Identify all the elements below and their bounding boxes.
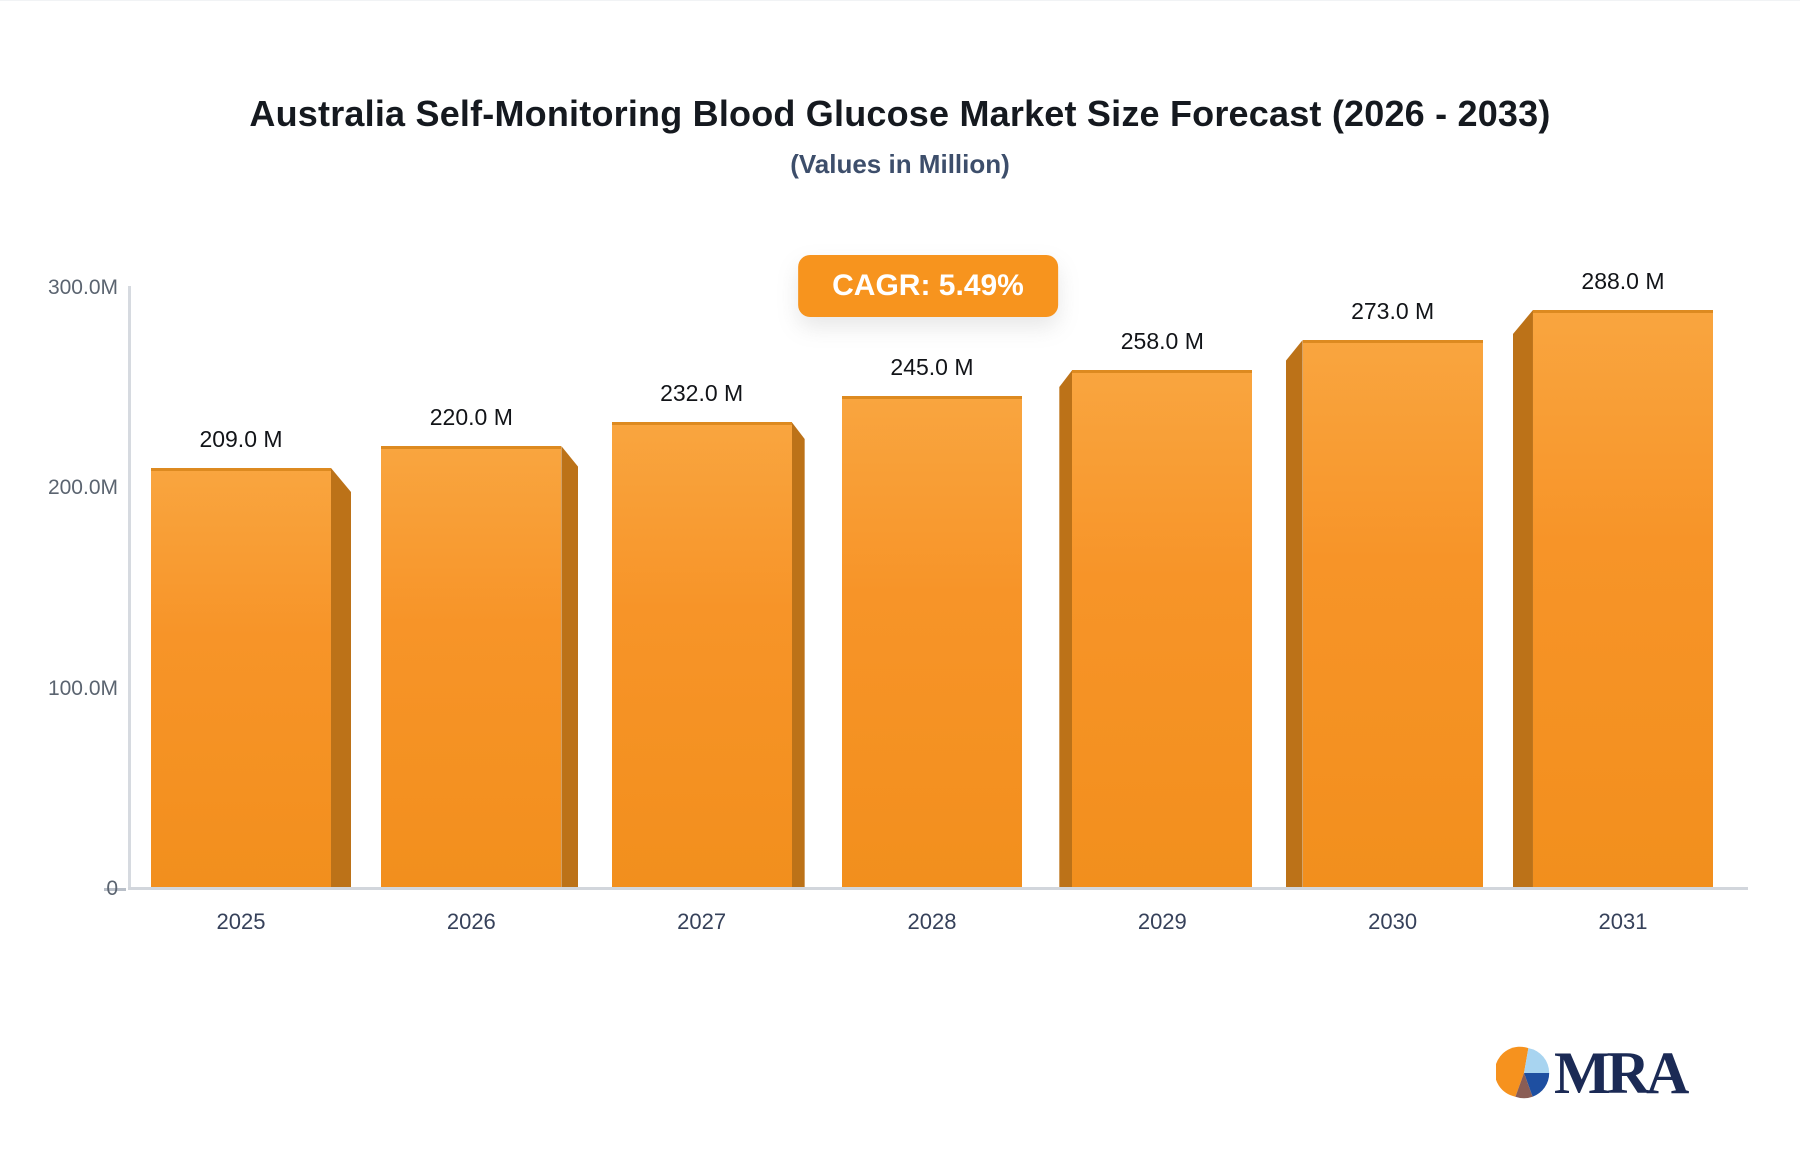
bar-2026[interactable] [381,446,562,887]
x-axis-label-2031: 2031 [1598,909,1648,934]
bar-side-2027 [791,422,805,887]
bar-2030[interactable] [1302,340,1483,887]
bar-side-2031 [1512,310,1533,887]
logo-text: MRA [1554,1040,1689,1106]
bar-side-2030 [1285,340,1303,887]
bar-value-label: 273.0 M [1351,298,1435,324]
bar-value-label: 288.0 M [1581,268,1665,294]
cagr-badge: CAGR: 5.49% [798,255,1058,317]
bar-2029[interactable] [1072,370,1253,887]
y-axis-line [128,286,131,889]
x-axis-label-2029: 2029 [1137,909,1187,934]
bar-side-2026 [561,446,579,887]
x-axis-line [128,887,1748,890]
bar-value-label: 258.0 M [1120,328,1204,354]
x-axis-label-2025: 2025 [216,909,266,934]
y-axis-tick-label: 300.0M [47,276,118,299]
bar-value-label: 220.0 M [429,404,513,430]
x-axis-label-2026: 2026 [446,909,496,934]
bar-2031[interactable] [1532,310,1713,887]
chart-subtitle: (Values in Million) [790,149,1010,179]
y-axis-tick-label: 100.0M [47,676,118,700]
chart-title: Australia Self-Monitoring Blood Glucose … [249,93,1551,134]
mra-logo: MRA [1496,1037,1756,1109]
bar-value-label: 245.0 M [890,354,974,380]
bar-2028[interactable] [841,396,1022,887]
bar-value-label: 209.0 M [199,426,283,452]
pie-chart-logo-icon [1496,1046,1550,1099]
y-axis-tick-label: 200.0M [47,476,118,500]
bar-side-2029 [1059,370,1073,887]
bar-2025[interactable] [151,468,331,887]
zero-tick-mark [104,888,126,891]
x-axis-label-2027: 2027 [677,909,727,934]
x-axis-label-2028: 2028 [907,909,957,934]
x-axis-label-2030: 2030 [1368,909,1418,934]
y-axis-tick-label: 0 [106,877,118,900]
bar-value-label: 232.0 M [660,380,744,406]
bar-2027[interactable] [611,422,792,887]
bar-side-2025 [331,468,351,887]
